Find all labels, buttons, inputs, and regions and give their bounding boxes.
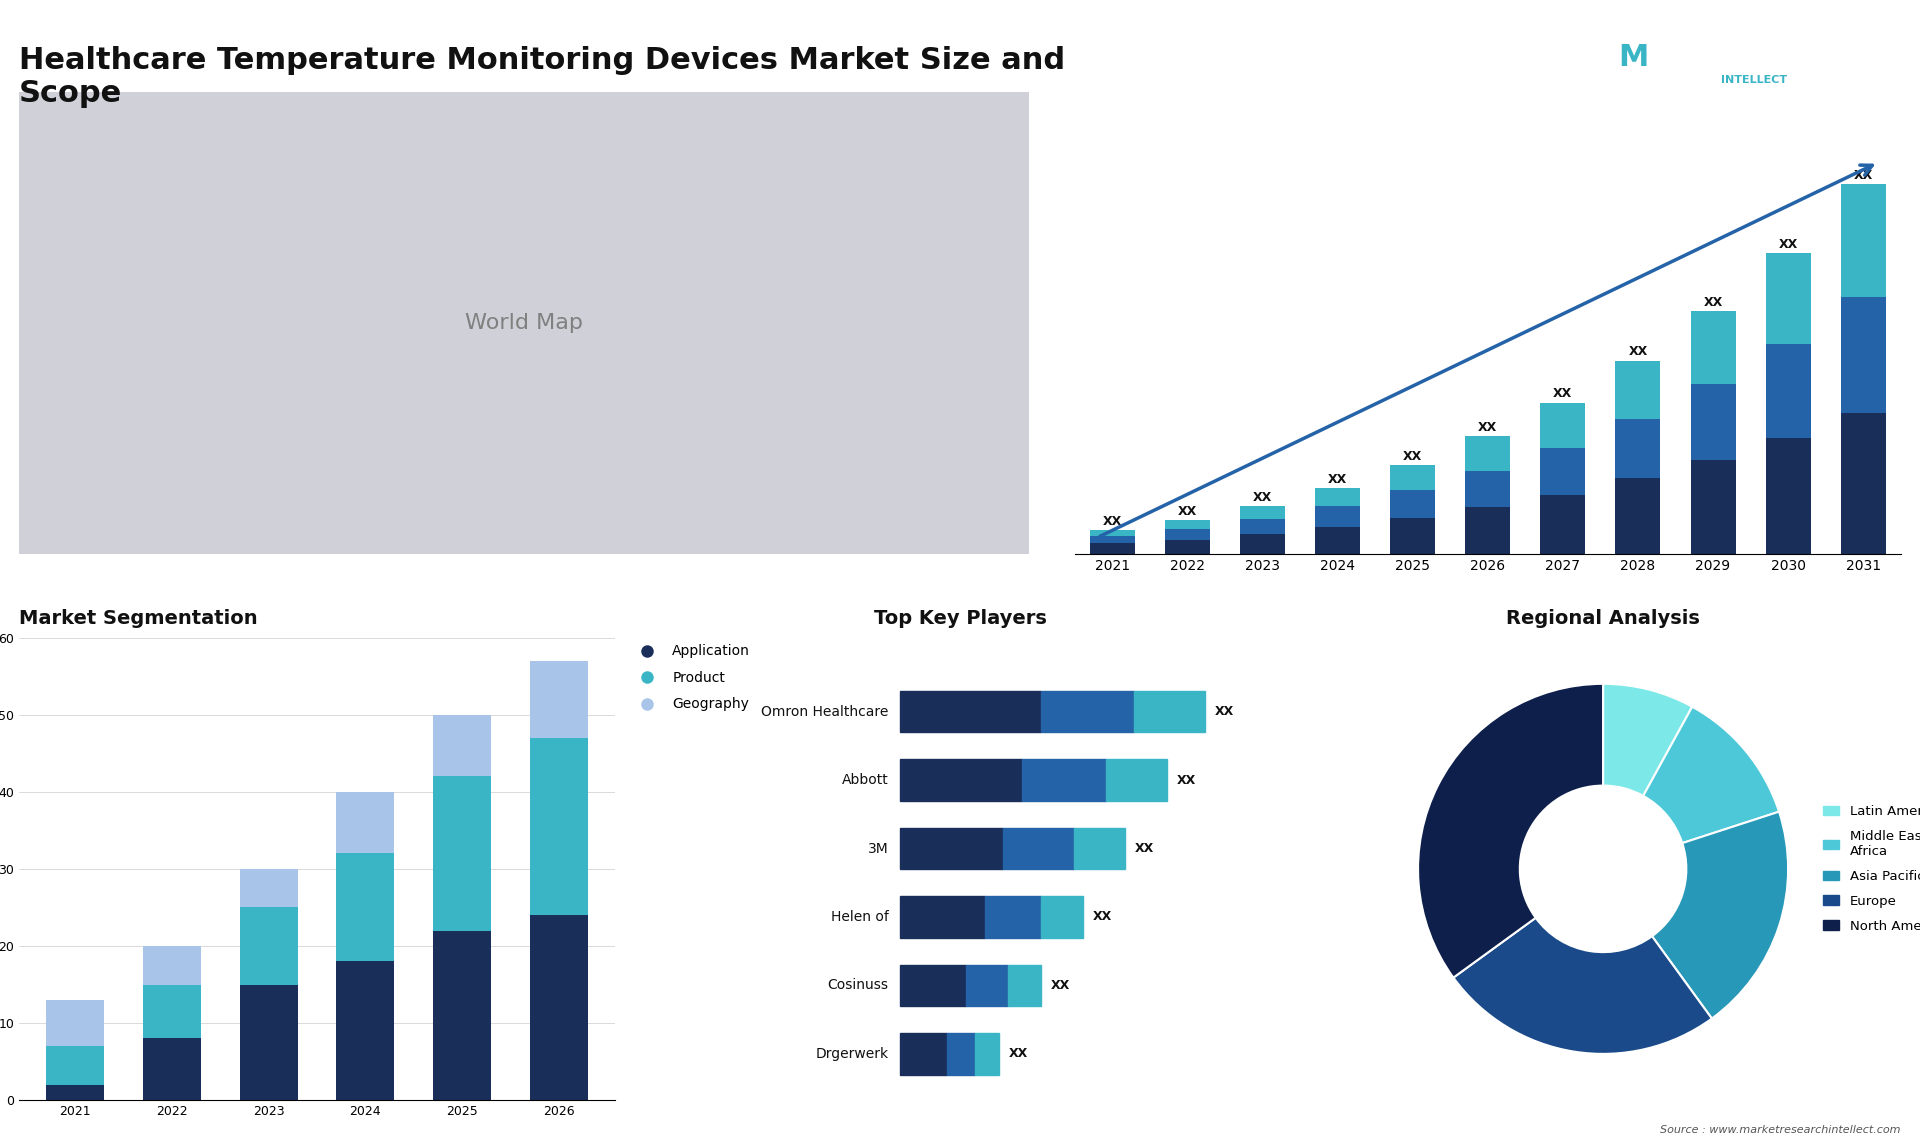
Text: RESEARCH: RESEARCH: [1720, 57, 1788, 66]
Bar: [1465, 435, 1511, 471]
Text: Omron Healthcare: Omron Healthcare: [760, 705, 889, 719]
Bar: [1165, 529, 1210, 540]
Bar: [1240, 519, 1284, 534]
Bar: [432, 715, 492, 776]
Bar: [1390, 465, 1434, 490]
Bar: [1315, 507, 1359, 527]
Bar: [46, 1000, 104, 1046]
Bar: [432, 776, 492, 931]
Legend: Latin America, Middle East &
Africa, Asia Pacific, Europe, North America: Latin America, Middle East & Africa, Asi…: [1818, 800, 1920, 937]
Bar: [336, 792, 394, 854]
Text: Drgerwerk: Drgerwerk: [816, 1047, 889, 1061]
Bar: [1240, 534, 1284, 555]
Bar: [1690, 384, 1736, 460]
Bar: [1690, 460, 1736, 555]
Text: Abbott: Abbott: [841, 774, 889, 787]
Text: XX: XX: [1102, 516, 1121, 528]
Title: Regional Analysis: Regional Analysis: [1505, 609, 1699, 628]
Bar: [336, 854, 394, 961]
Text: XX: XX: [1703, 296, 1722, 309]
Text: World Map: World Map: [465, 313, 584, 333]
Bar: [1766, 438, 1811, 555]
Text: MARKET: MARKET: [1728, 39, 1780, 48]
Text: M: M: [1619, 42, 1649, 72]
Bar: [1465, 508, 1511, 555]
Bar: [1390, 490, 1434, 518]
Bar: [336, 961, 394, 1100]
Bar: [1315, 488, 1359, 507]
Bar: [1091, 531, 1135, 536]
Bar: [142, 1038, 202, 1100]
Text: XX: XX: [1478, 421, 1498, 434]
Bar: [1690, 312, 1736, 384]
Wedge shape: [1644, 707, 1780, 843]
Text: Cosinuss: Cosinuss: [828, 979, 889, 992]
Wedge shape: [1651, 811, 1788, 1019]
Bar: [1091, 536, 1135, 543]
Text: XX: XX: [1329, 473, 1348, 486]
Bar: [1540, 448, 1586, 495]
Wedge shape: [1603, 684, 1692, 795]
Text: XX: XX: [1254, 492, 1273, 504]
Bar: [1841, 185, 1885, 297]
Bar: [530, 916, 588, 1100]
Bar: [1841, 413, 1885, 555]
Wedge shape: [1419, 684, 1603, 978]
Bar: [1841, 297, 1885, 413]
Text: XX: XX: [1778, 238, 1797, 251]
Bar: [1615, 418, 1661, 478]
Bar: [46, 1046, 104, 1085]
Bar: [46, 1085, 104, 1100]
Bar: [1390, 518, 1434, 555]
Text: Helen of: Helen of: [831, 910, 889, 924]
Bar: [1540, 495, 1586, 555]
Bar: [1315, 527, 1359, 555]
Bar: [530, 661, 588, 738]
Bar: [142, 945, 202, 984]
Bar: [1615, 361, 1661, 418]
Wedge shape: [1453, 918, 1713, 1054]
Legend: Application, Product, Geography: Application, Product, Geography: [634, 644, 751, 712]
Title: Top Key Players: Top Key Players: [874, 609, 1046, 628]
Bar: [142, 984, 202, 1038]
Text: XX: XX: [1404, 450, 1423, 463]
Bar: [1091, 543, 1135, 555]
Text: XX: XX: [1553, 387, 1572, 400]
Text: Market Segmentation: Market Segmentation: [19, 609, 257, 628]
Bar: [240, 869, 298, 908]
Bar: [432, 931, 492, 1100]
Text: Source : www.marketresearchintellect.com: Source : www.marketresearchintellect.com: [1661, 1124, 1901, 1135]
Text: XX: XX: [1853, 168, 1872, 182]
Text: XX: XX: [1628, 345, 1647, 359]
Text: 3M: 3M: [868, 841, 889, 856]
Bar: [1766, 253, 1811, 344]
Bar: [240, 984, 298, 1100]
Bar: [1540, 402, 1586, 448]
Text: INTELLECT: INTELLECT: [1720, 76, 1788, 85]
Bar: [1465, 471, 1511, 508]
Bar: [1615, 478, 1661, 555]
Bar: [240, 908, 298, 984]
Bar: [1165, 540, 1210, 555]
Bar: [1766, 344, 1811, 438]
Bar: [1240, 507, 1284, 519]
Text: Healthcare Temperature Monitoring Devices Market Size and
Scope: Healthcare Temperature Monitoring Device…: [19, 46, 1066, 109]
Text: XX: XX: [1177, 505, 1196, 518]
Bar: [1165, 520, 1210, 529]
Bar: [530, 738, 588, 916]
